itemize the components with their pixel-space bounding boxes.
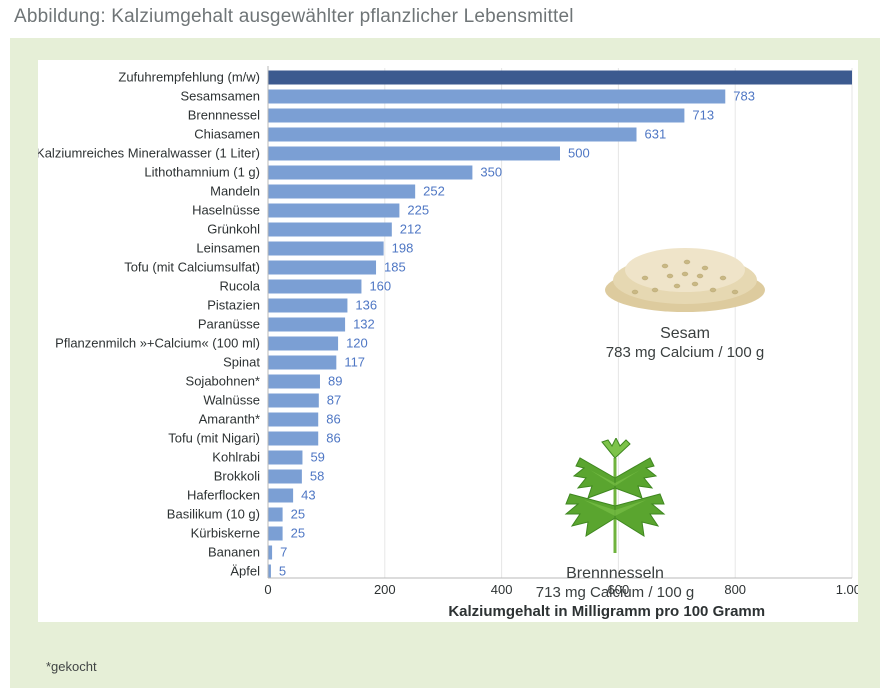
svg-text:Brokkoli: Brokkoli <box>214 469 260 484</box>
svg-text:Haselnüsse: Haselnüsse <box>192 203 260 218</box>
svg-text:160: 160 <box>369 279 391 294</box>
svg-text:Tofu (mit Nigari): Tofu (mit Nigari) <box>168 431 260 446</box>
bar <box>268 489 293 503</box>
bar <box>268 470 302 484</box>
bar <box>268 318 345 332</box>
bar <box>268 223 392 237</box>
svg-text:198: 198 <box>392 241 414 256</box>
svg-text:5: 5 <box>279 564 286 579</box>
svg-text:Kalziumgehalt in Milligramm pr: Kalziumgehalt in Milligramm pro 100 Gram… <box>448 603 765 620</box>
svg-text:89: 89 <box>328 374 342 389</box>
svg-text:Äpfel: Äpfel <box>230 564 260 579</box>
bar <box>268 299 347 313</box>
svg-text:Kalziumreiches Mineralwasser (: Kalziumreiches Mineralwasser (1 Liter) <box>38 146 260 161</box>
bar <box>268 128 637 142</box>
svg-text:185: 185 <box>384 260 406 275</box>
footnote: *gekocht <box>46 659 97 674</box>
svg-text:86: 86 <box>326 412 340 427</box>
bar <box>268 356 336 370</box>
svg-text:Mandeln: Mandeln <box>210 184 260 199</box>
chart-svg: 0 200 400 600 800 1.000 Kalziumgehalt in Milli… <box>38 60 858 622</box>
svg-text:713: 713 <box>692 108 714 123</box>
svg-text:Pflanzenmilch »+Calcium« (100: Pflanzenmilch »+Calcium« (100 ml) <box>55 336 260 351</box>
bar <box>268 109 684 123</box>
svg-text:800: 800 <box>724 582 746 597</box>
svg-text:400: 400 <box>491 582 513 597</box>
svg-text:Kohlrabi: Kohlrabi <box>212 450 260 465</box>
svg-text:600: 600 <box>608 582 630 597</box>
svg-text:212: 212 <box>400 222 422 237</box>
svg-text:136: 136 <box>355 298 377 313</box>
bar <box>268 147 560 161</box>
bar <box>268 451 302 465</box>
svg-text:117: 117 <box>344 355 365 370</box>
svg-text:Sojabohnen*: Sojabohnen* <box>186 374 260 389</box>
svg-text:Zufuhrempfehlung (m/w): Zufuhrempfehlung (m/w) <box>118 70 260 85</box>
bar-chart: 0 200 400 600 800 1.000 Kalziumgehalt in Milli… <box>38 60 858 622</box>
bar <box>268 90 725 104</box>
svg-text:1.000: 1.000 <box>836 582 858 597</box>
svg-text:783: 783 <box>733 89 755 104</box>
bar <box>268 185 415 199</box>
svg-text:Brennnessel: Brennnessel <box>188 108 260 123</box>
bar <box>268 261 376 275</box>
svg-text:500: 500 <box>568 146 590 161</box>
svg-text:225: 225 <box>407 203 429 218</box>
bar <box>268 413 318 427</box>
svg-text:350: 350 <box>480 165 502 180</box>
svg-text:Walnüsse: Walnüsse <box>203 393 260 408</box>
svg-text:0: 0 <box>264 582 271 597</box>
bar <box>268 337 338 351</box>
svg-text:252: 252 <box>423 184 445 199</box>
bar <box>268 71 852 85</box>
bar <box>268 166 472 180</box>
svg-text:Chiasamen: Chiasamen <box>194 127 260 142</box>
chart-title: Abbildung: Kalziumgehalt ausgewählter pf… <box>14 6 574 28</box>
svg-text:Basilikum (10 g): Basilikum (10 g) <box>167 507 260 522</box>
svg-text:Grünkohl: Grünkohl <box>207 222 260 237</box>
svg-text:Spinat: Spinat <box>223 355 260 370</box>
svg-text:25: 25 <box>291 507 305 522</box>
bar <box>268 375 320 389</box>
svg-text:59: 59 <box>310 450 324 465</box>
svg-text:Paranüsse: Paranüsse <box>198 317 260 332</box>
bar <box>268 394 319 408</box>
svg-text:86: 86 <box>326 431 340 446</box>
svg-text:Amaranth*: Amaranth* <box>199 412 260 427</box>
svg-text:Sesamsamen: Sesamsamen <box>181 89 260 104</box>
svg-text:Pistazien: Pistazien <box>207 298 260 313</box>
svg-text:Leinsamen: Leinsamen <box>196 241 260 256</box>
svg-text:Bananen: Bananen <box>208 545 260 560</box>
svg-text:Tofu (mit Calciumsulfat): Tofu (mit Calciumsulfat) <box>124 260 260 275</box>
svg-text:631: 631 <box>645 127 667 142</box>
bar <box>268 280 361 294</box>
bar <box>268 527 283 541</box>
svg-text:87: 87 <box>327 393 341 408</box>
bar <box>268 204 399 218</box>
svg-text:132: 132 <box>353 317 375 332</box>
bar <box>268 546 272 560</box>
svg-text:Haferflocken: Haferflocken <box>187 488 260 503</box>
svg-text:Rucola: Rucola <box>220 279 261 294</box>
svg-text:7: 7 <box>280 545 287 560</box>
svg-text:200: 200 <box>374 582 396 597</box>
bar <box>268 432 318 446</box>
bar <box>268 508 283 522</box>
bar <box>268 242 384 256</box>
chart-panel: 0 200 400 600 800 1.000 Kalziumgehalt in Milli… <box>10 38 880 688</box>
svg-text:Lithothamnium (1 g): Lithothamnium (1 g) <box>144 165 260 180</box>
svg-text:43: 43 <box>301 488 315 503</box>
svg-text:58: 58 <box>310 469 324 484</box>
svg-text:25: 25 <box>291 526 305 541</box>
svg-text:120: 120 <box>346 336 368 351</box>
svg-text:Kürbiskerne: Kürbiskerne <box>191 526 260 541</box>
